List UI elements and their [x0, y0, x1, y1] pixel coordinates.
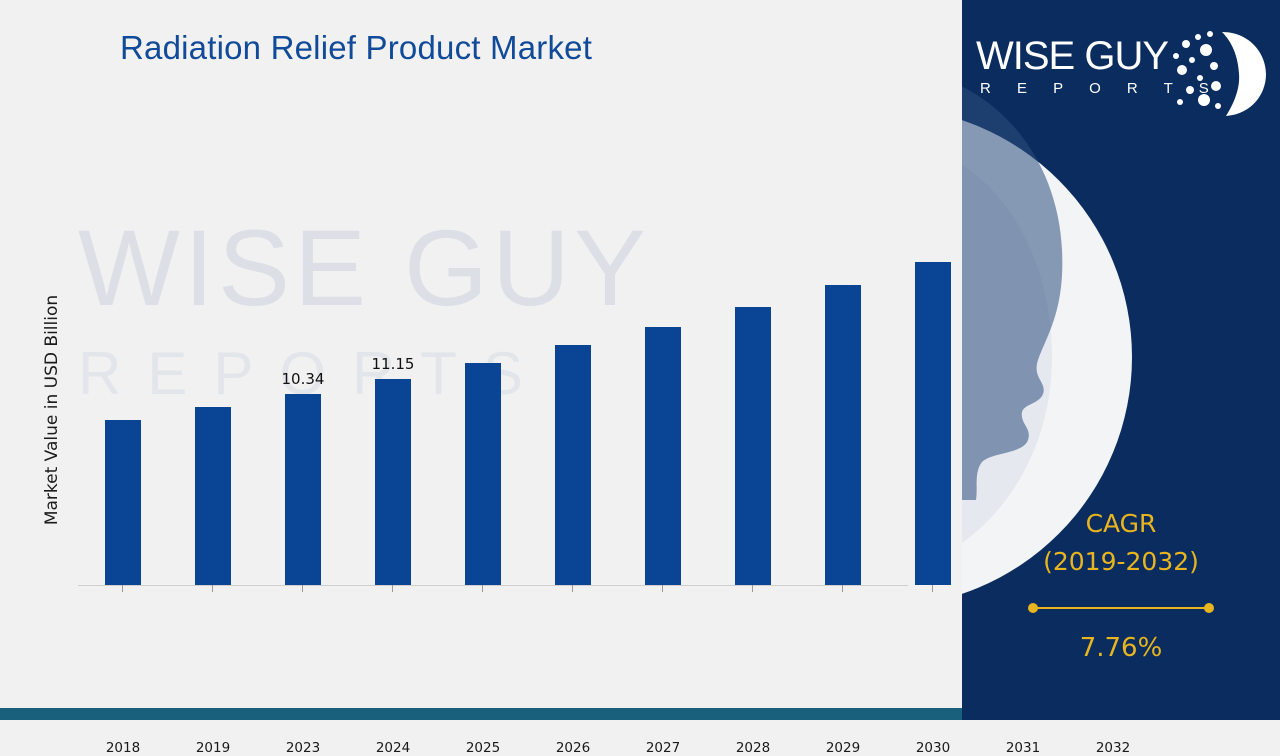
x-axis-label: 2029: [825, 740, 861, 756]
x-axis-tick: [392, 585, 393, 592]
logo-wordmark: WISE GUY: [976, 34, 1169, 78]
x-axis-label: 2031: [1005, 740, 1041, 756]
divider-line: [1033, 607, 1209, 609]
x-axis-label: 2028: [735, 740, 771, 756]
x-axis-label: 2030: [915, 740, 951, 756]
bar: [735, 307, 771, 585]
cagr-period: (2019-2032): [1043, 547, 1199, 576]
x-axis-label: 2018: [105, 740, 141, 756]
bar: [195, 407, 231, 585]
cagr-block: CAGR (2019-2032) 7.76%: [962, 505, 1280, 663]
plot-area: 2018 2019 10.34 2023 11.15 2024 2025 2026 2027 20…: [78, 150, 1134, 756]
x-axis-tick: [122, 585, 123, 592]
bar: [285, 394, 321, 585]
bar-group: 10.34: [258, 150, 348, 592]
bar-group: [798, 150, 888, 592]
x-axis-label: 2024: [375, 740, 411, 756]
bar: [105, 420, 141, 585]
bar-group: [78, 150, 168, 592]
bar: [915, 262, 951, 585]
bar-group: 11.15: [348, 150, 438, 592]
x-axis-tick: [212, 585, 213, 592]
x-axis-tick: [572, 585, 573, 592]
head-silhouette-icon: [962, 86, 1063, 500]
chart-panel: Radiation Relief Product Market WISE GUY…: [42, 29, 1135, 756]
bottom-accent-strip: [0, 708, 962, 720]
bar: [375, 379, 411, 585]
bar: [825, 285, 861, 585]
bar-group: [438, 150, 528, 592]
cagr-value: 7.76%: [1079, 633, 1163, 663]
x-axis-label: 2032: [1095, 740, 1131, 756]
bar-group: [528, 150, 618, 592]
x-axis-tick: [662, 585, 663, 592]
x-axis-tick: [752, 585, 753, 592]
bar: [465, 363, 501, 585]
x-axis-label: 2025: [465, 740, 501, 756]
dotted-head-icon: [1173, 31, 1266, 116]
brand-panel: WISE GUY R E P O R T S CAGR (2019-2032): [962, 0, 1280, 720]
x-axis-label: 2026: [555, 740, 591, 756]
logo-subtitle: R E P O R T S: [980, 80, 1220, 97]
brand-logo: WISE GUY R E P O R T S: [970, 28, 1270, 116]
bar-group: [708, 150, 798, 592]
page-title: Radiation Relief Product Market: [120, 29, 593, 66]
bar: [555, 345, 591, 585]
bar-group: [168, 150, 258, 592]
x-axis-tick: [842, 585, 843, 592]
bar: [645, 327, 681, 585]
x-axis-label: 2023: [285, 740, 321, 756]
x-axis-tick: [932, 585, 933, 592]
divider-dot-right: [1204, 603, 1214, 613]
x-axis-line: [78, 585, 908, 586]
x-axis-label: 2027: [645, 740, 681, 756]
bar-group: [618, 150, 708, 592]
bar-group: [888, 150, 978, 592]
bar-value-label: 10.34: [281, 370, 325, 388]
x-axis-tick: [482, 585, 483, 592]
bar-value-label: 11.15: [371, 355, 415, 373]
y-axis-label: Market Value in USD Billion: [42, 294, 62, 526]
cagr-title: CAGR: [1085, 509, 1157, 538]
x-axis-label: 2019: [195, 740, 231, 756]
cagr-divider: [1028, 603, 1214, 613]
x-axis-tick: [302, 585, 303, 592]
